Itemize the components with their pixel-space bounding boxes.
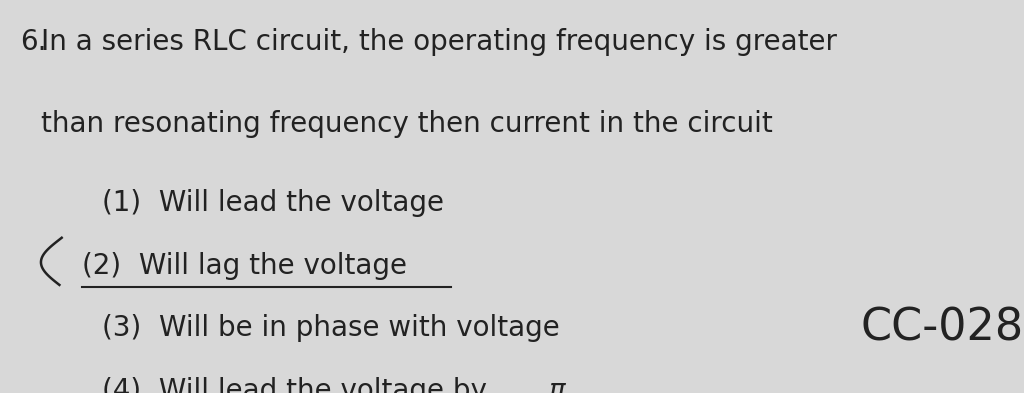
Text: $\dfrac{\pi}{2}$: $\dfrac{\pi}{2}$ [548,381,567,393]
Text: than resonating frequency then current in the circuit: than resonating frequency then current i… [41,110,773,138]
Text: (3)  Will be in phase with voltage: (3) Will be in phase with voltage [102,314,560,342]
Text: CC-028: CC-028 [860,307,1023,349]
Text: (1)  Will lead the voltage: (1) Will lead the voltage [102,189,444,217]
Text: 6.: 6. [20,28,47,55]
Text: In a series RLC circuit, the operating frequency is greater: In a series RLC circuit, the operating f… [41,28,837,55]
Text: (4)  Will lead the voltage by: (4) Will lead the voltage by [102,377,497,393]
Text: (2)  Will lag the voltage: (2) Will lag the voltage [82,252,407,279]
